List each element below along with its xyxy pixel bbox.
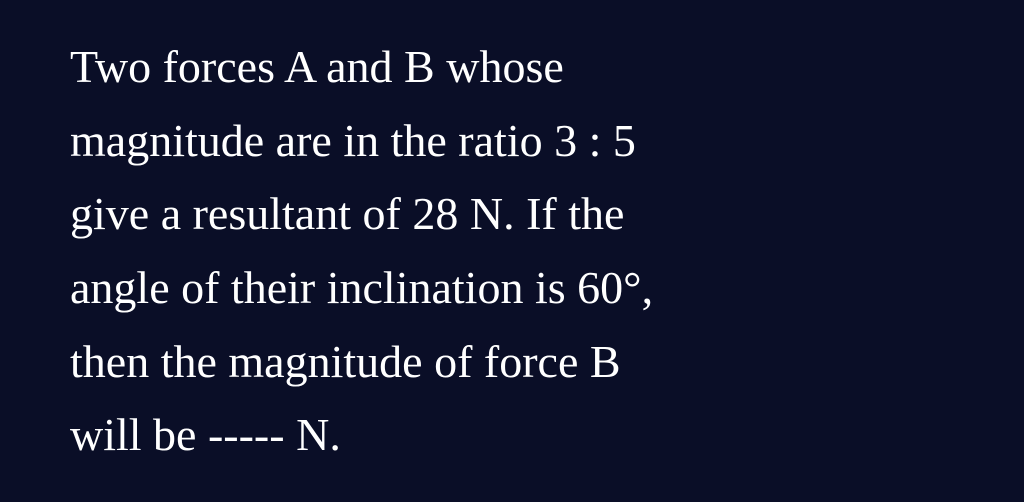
resultant-value: 28 N (412, 188, 503, 239)
question-line-6-text: will be ----- (70, 409, 296, 460)
question-line-4-text: angle of their inclination is (70, 262, 577, 313)
question-line-2-text: magnitude are in the ratio (70, 115, 554, 166)
ratio-value: 3 : 5 (554, 115, 636, 166)
question-line-6-period: . (329, 409, 341, 460)
question-line-3-text: give a resultant of (70, 188, 412, 239)
question-line-5: then the magnitude of force B (70, 336, 621, 387)
question-line-3-text-2: . If the (503, 188, 624, 239)
answer-unit: N (296, 409, 329, 460)
question-line-4-comma: , (642, 262, 654, 313)
physics-question: Two forces A and B whose magnitude are i… (70, 30, 653, 472)
question-line-1: Two forces A and B whose (70, 41, 564, 92)
angle-value: 60° (577, 262, 641, 313)
